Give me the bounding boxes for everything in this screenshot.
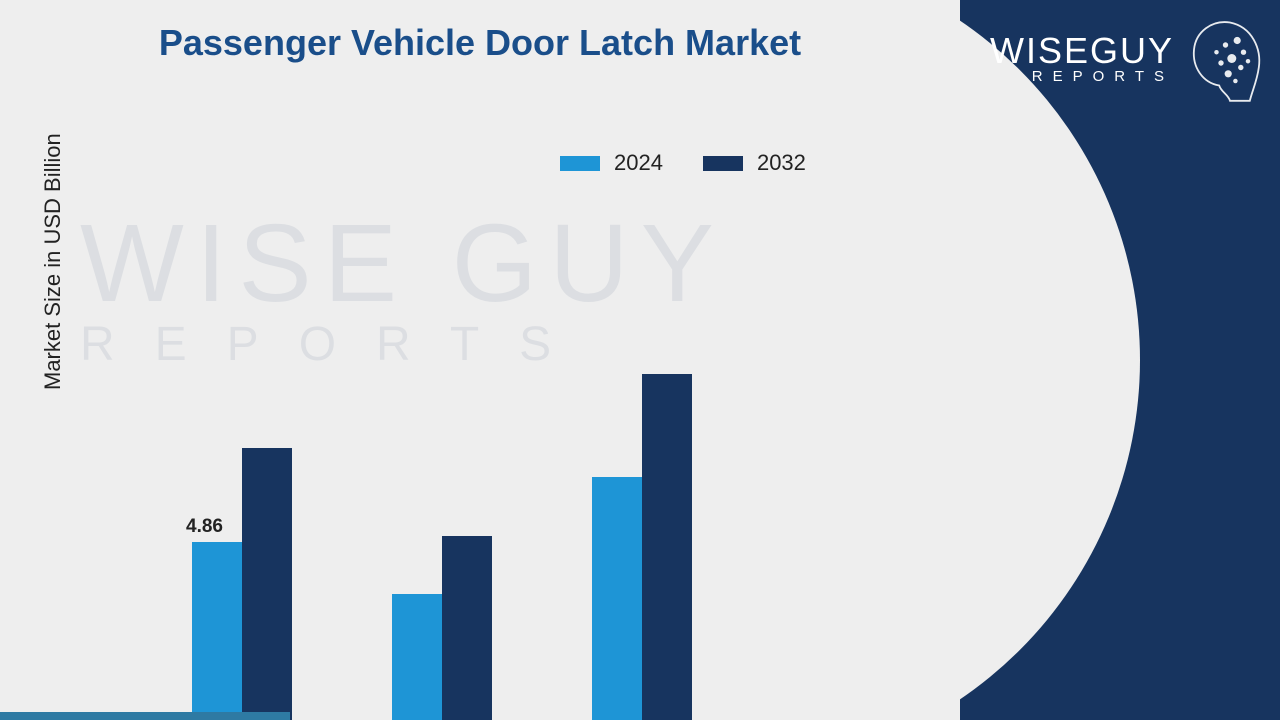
y-axis-label: Market Size in USD Billion bbox=[40, 133, 66, 390]
chart-title: Passenger Vehicle Door Latch Market bbox=[0, 22, 960, 64]
logo-head-icon bbox=[1176, 18, 1266, 108]
bar bbox=[392, 594, 442, 720]
bar-value-label: 4.86 bbox=[186, 516, 223, 538]
bar bbox=[592, 477, 642, 720]
brand-logo: WISEGUY REPORTS bbox=[966, 18, 1266, 108]
bottom-accent-bar bbox=[0, 712, 290, 720]
bar bbox=[642, 374, 692, 720]
logo-text-line-1: WISEGUY bbox=[990, 30, 1174, 72]
bar bbox=[192, 542, 242, 720]
plot-area: SedanHatchbackSuvMpv4.86 bbox=[150, 340, 970, 720]
canvas: WISE GUY REPORTS Passenger Vehicle Door … bbox=[0, 0, 1280, 720]
chart-zone: Market Size in USD Billion SedanHatchbac… bbox=[50, 140, 950, 700]
bar bbox=[242, 448, 292, 720]
bar bbox=[442, 536, 492, 720]
